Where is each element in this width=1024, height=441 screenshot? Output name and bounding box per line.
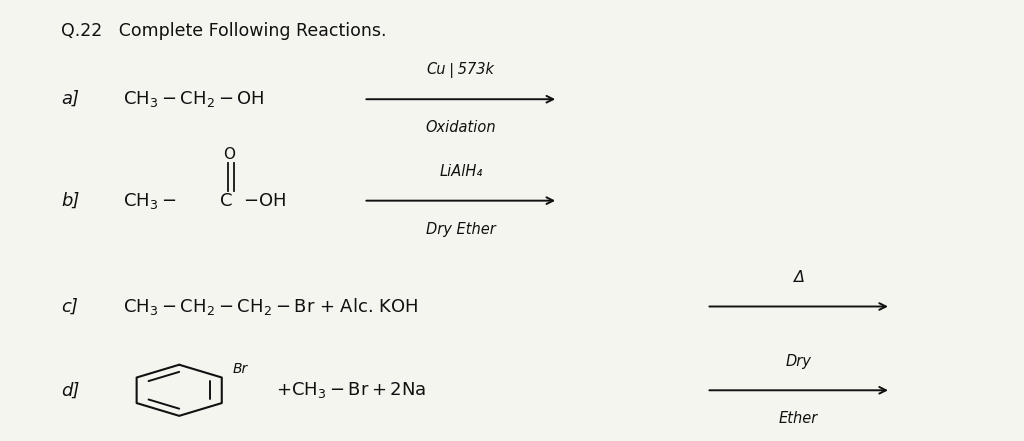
Text: $\mathregular{CH_3-}$: $\mathregular{CH_3-}$ <box>123 191 176 211</box>
Text: c]: c] <box>61 298 78 315</box>
Text: $\mathregular{+ CH_3-Br + 2Na}$: $\mathregular{+ CH_3-Br + 2Na}$ <box>276 380 427 400</box>
Text: Δ: Δ <box>794 270 804 285</box>
Text: Cu❘573k: Cu❘573k <box>427 62 495 78</box>
Text: Dry Ether: Dry Ether <box>426 222 496 237</box>
Text: Oxidation: Oxidation <box>426 120 496 135</box>
Text: $\mathregular{CH_3-CH_2-OH}$: $\mathregular{CH_3-CH_2-OH}$ <box>123 89 264 109</box>
Text: Dry: Dry <box>785 354 812 369</box>
Text: d]: d] <box>61 381 80 399</box>
Text: Ether: Ether <box>779 411 818 426</box>
Text: LiAlH₄: LiAlH₄ <box>439 164 482 179</box>
Text: $\mathregular{-OH}$: $\mathregular{-OH}$ <box>243 192 286 209</box>
Text: $\mathregular{CH_3-CH_2-CH_2-Br}$ + Alc. KOH: $\mathregular{CH_3-CH_2-CH_2-Br}$ + Alc.… <box>123 296 418 317</box>
Text: b]: b] <box>61 192 80 209</box>
Text: Q.22   Complete Following Reactions.: Q.22 Complete Following Reactions. <box>61 22 387 40</box>
Text: Br: Br <box>232 362 248 376</box>
Text: a]: a] <box>61 90 80 108</box>
Text: O: O <box>223 147 236 162</box>
Text: C: C <box>220 192 232 209</box>
